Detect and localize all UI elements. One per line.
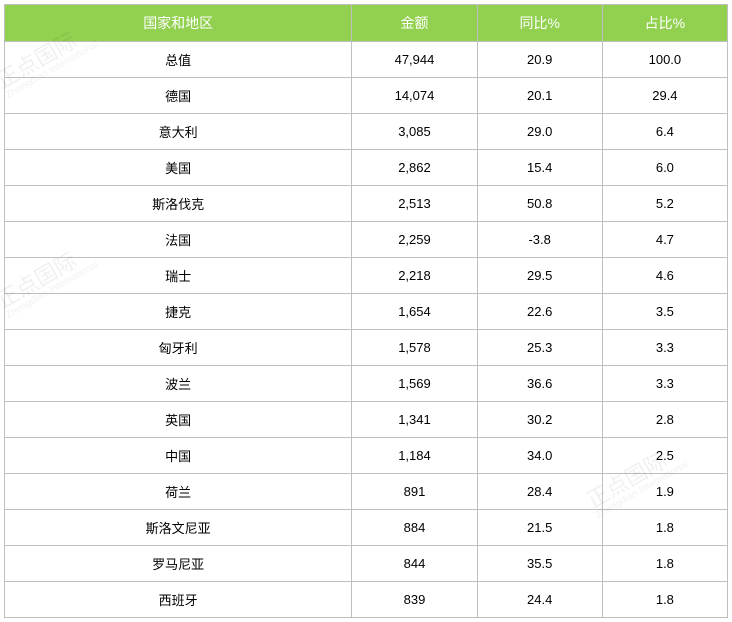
table-wrap: 国家和地区 金额 同比% 占比% 总值47,94420.9100.0德国14,0… (4, 4, 728, 618)
table-cell: 美国 (5, 150, 352, 186)
table-cell: 1,184 (352, 438, 477, 474)
table-cell: 1,654 (352, 294, 477, 330)
table-cell: 1.8 (602, 510, 727, 546)
table-cell: 20.9 (477, 42, 602, 78)
table-cell: 29.5 (477, 258, 602, 294)
table-body: 总值47,94420.9100.0德国14,07420.129.4意大利3,08… (5, 42, 728, 618)
table-cell: 36.6 (477, 366, 602, 402)
table-cell: 波兰 (5, 366, 352, 402)
table-row: 法国2,259-3.84.7 (5, 222, 728, 258)
table-row: 意大利3,08529.06.4 (5, 114, 728, 150)
table-cell: 西班牙 (5, 582, 352, 618)
col-header-amount: 金额 (352, 5, 477, 42)
table-row: 斯洛文尼亚88421.51.8 (5, 510, 728, 546)
table-row: 捷克1,65422.63.5 (5, 294, 728, 330)
table-cell: 2.5 (602, 438, 727, 474)
table-cell: 捷克 (5, 294, 352, 330)
table-cell: 22.6 (477, 294, 602, 330)
table-cell: 20.1 (477, 78, 602, 114)
table-cell: 30.2 (477, 402, 602, 438)
table-cell: 罗马尼亚 (5, 546, 352, 582)
table-cell: 斯洛文尼亚 (5, 510, 352, 546)
table-cell: 意大利 (5, 114, 352, 150)
table-cell: 2.8 (602, 402, 727, 438)
table-cell: 匈牙利 (5, 330, 352, 366)
header-row: 国家和地区 金额 同比% 占比% (5, 5, 728, 42)
table-row: 中国1,18434.02.5 (5, 438, 728, 474)
table-cell: 50.8 (477, 186, 602, 222)
table-cell: 14,074 (352, 78, 477, 114)
table-cell: 891 (352, 474, 477, 510)
table-row: 波兰1,56936.63.3 (5, 366, 728, 402)
table-cell: 21.5 (477, 510, 602, 546)
table-cell: 2,862 (352, 150, 477, 186)
table-cell: 2,218 (352, 258, 477, 294)
table-cell: -3.8 (477, 222, 602, 258)
table-cell: 总值 (5, 42, 352, 78)
table-cell: 34.0 (477, 438, 602, 474)
table-cell: 47,944 (352, 42, 477, 78)
table-cell: 1,569 (352, 366, 477, 402)
table-cell: 6.4 (602, 114, 727, 150)
table-cell: 1,341 (352, 402, 477, 438)
table-cell: 1.8 (602, 546, 727, 582)
table-cell: 2,259 (352, 222, 477, 258)
table-cell: 4.7 (602, 222, 727, 258)
table-cell: 28.4 (477, 474, 602, 510)
table-row: 西班牙83924.41.8 (5, 582, 728, 618)
table-cell: 15.4 (477, 150, 602, 186)
table-cell: 24.4 (477, 582, 602, 618)
table-cell: 844 (352, 546, 477, 582)
table-cell: 德国 (5, 78, 352, 114)
table-cell: 3,085 (352, 114, 477, 150)
table-row: 总值47,94420.9100.0 (5, 42, 728, 78)
table-cell: 884 (352, 510, 477, 546)
table-cell: 35.5 (477, 546, 602, 582)
col-header-share: 占比% (602, 5, 727, 42)
table-cell: 2,513 (352, 186, 477, 222)
table-cell: 瑞士 (5, 258, 352, 294)
table-row: 荷兰89128.41.9 (5, 474, 728, 510)
table-row: 英国1,34130.22.8 (5, 402, 728, 438)
table-row: 匈牙利1,57825.33.3 (5, 330, 728, 366)
table-row: 美国2,86215.46.0 (5, 150, 728, 186)
col-header-region: 国家和地区 (5, 5, 352, 42)
table-cell: 29.4 (602, 78, 727, 114)
table-cell: 法国 (5, 222, 352, 258)
table-head: 国家和地区 金额 同比% 占比% (5, 5, 728, 42)
table-cell: 3.5 (602, 294, 727, 330)
table-cell: 英国 (5, 402, 352, 438)
table-cell: 839 (352, 582, 477, 618)
table-cell: 荷兰 (5, 474, 352, 510)
table-cell: 1,578 (352, 330, 477, 366)
col-header-yoy: 同比% (477, 5, 602, 42)
table-cell: 25.3 (477, 330, 602, 366)
table-cell: 29.0 (477, 114, 602, 150)
table-cell: 4.6 (602, 258, 727, 294)
table-cell: 3.3 (602, 330, 727, 366)
table-cell: 1.8 (602, 582, 727, 618)
table-cell: 100.0 (602, 42, 727, 78)
data-table: 国家和地区 金额 同比% 占比% 总值47,94420.9100.0德国14,0… (4, 4, 728, 618)
table-row: 瑞士2,21829.54.6 (5, 258, 728, 294)
table-row: 罗马尼亚84435.51.8 (5, 546, 728, 582)
table-cell: 3.3 (602, 366, 727, 402)
table-row: 德国14,07420.129.4 (5, 78, 728, 114)
table-cell: 5.2 (602, 186, 727, 222)
table-row: 斯洛伐克2,51350.85.2 (5, 186, 728, 222)
table-cell: 斯洛伐克 (5, 186, 352, 222)
table-cell: 6.0 (602, 150, 727, 186)
table-cell: 中国 (5, 438, 352, 474)
table-cell: 1.9 (602, 474, 727, 510)
